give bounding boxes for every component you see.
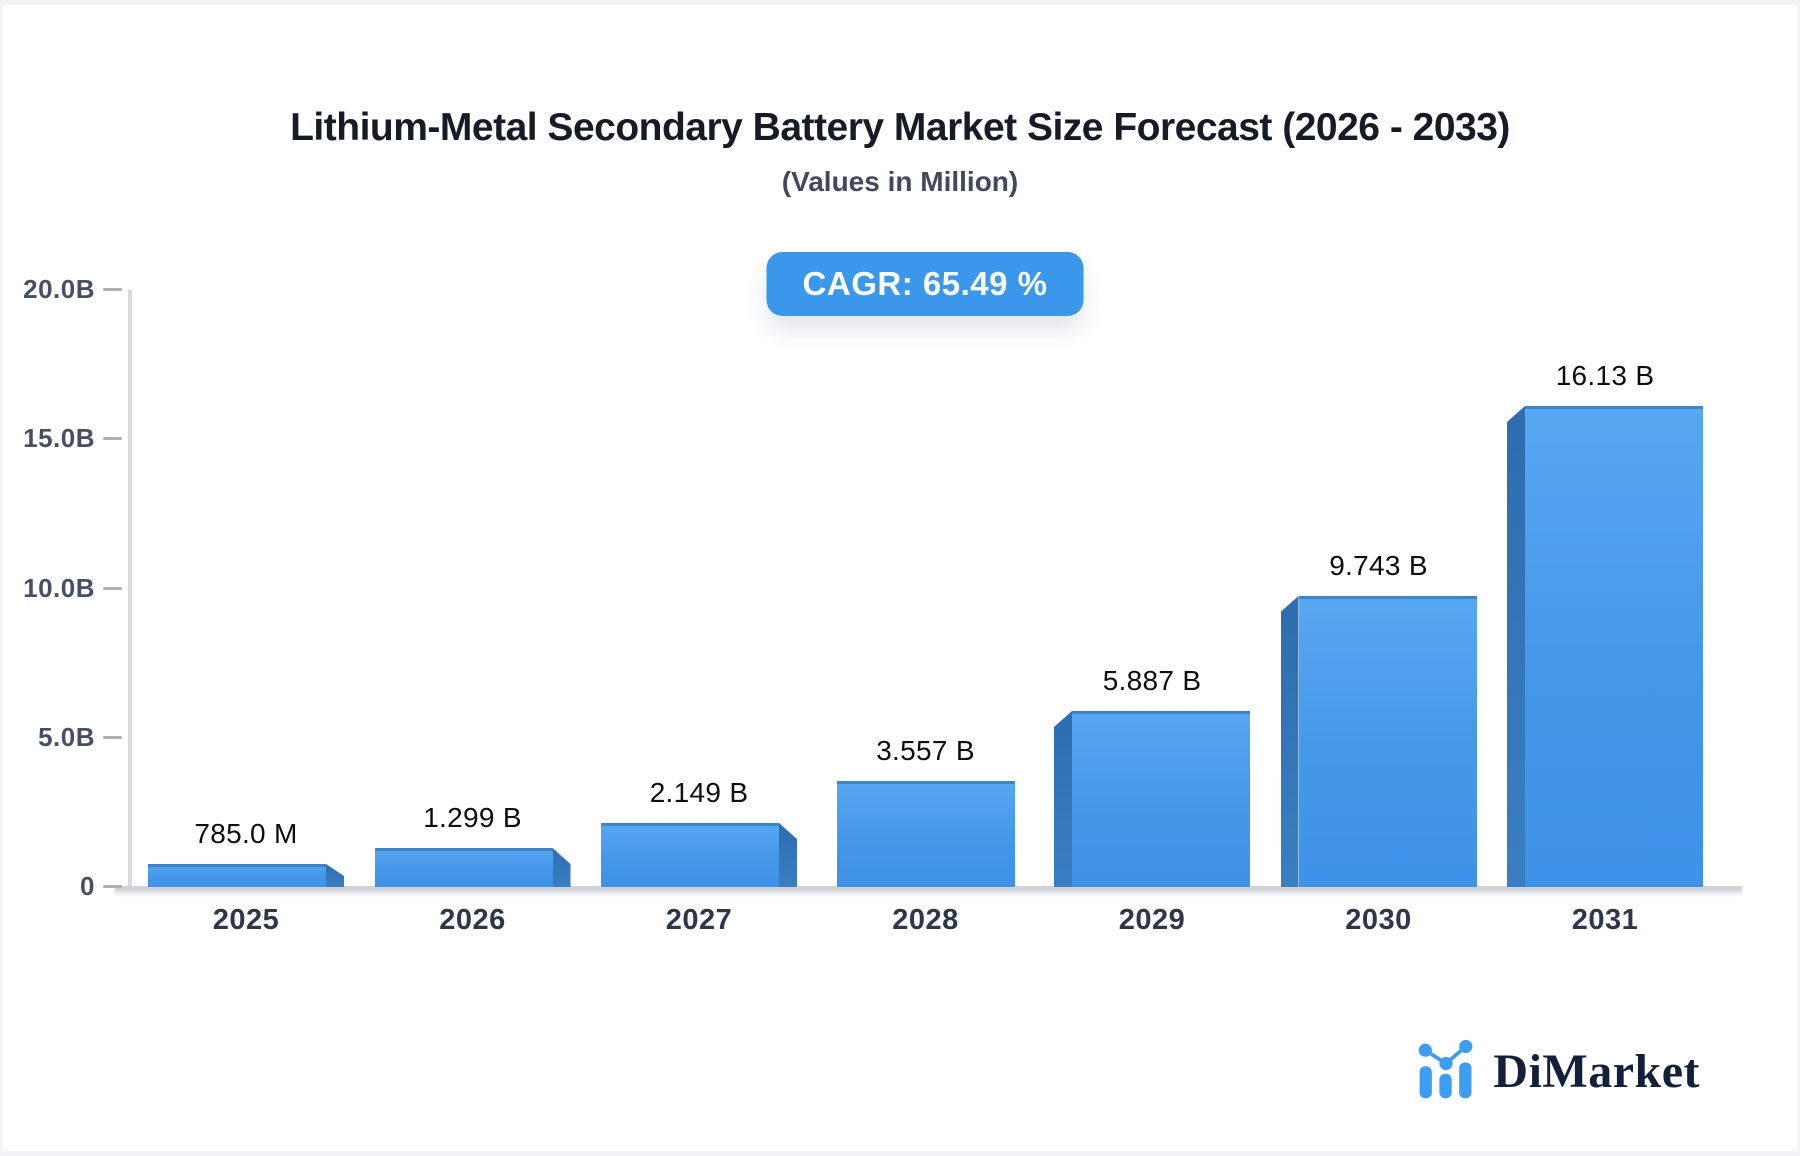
bar-2026-side-face xyxy=(552,848,571,887)
bar-2027-side-face xyxy=(779,823,797,887)
bar-value-label-2028: 3.557 B xyxy=(876,735,975,766)
cagr-badge: CAGR: 65.49 % xyxy=(766,252,1084,316)
y-tick-label: 10.0B xyxy=(23,572,95,603)
y-tick-dash xyxy=(103,288,122,291)
bar-2026 xyxy=(374,848,553,887)
y-tick-label: 20.0B xyxy=(23,274,95,304)
y-axis-line xyxy=(128,290,132,887)
bar-2030 xyxy=(1298,596,1477,887)
x-axis-label-2028: 2028 xyxy=(892,904,959,936)
bar-value-label-2030: 9.743 B xyxy=(1329,550,1428,581)
brand-logo: DiMarket xyxy=(1413,1038,1700,1104)
y-tick-dash xyxy=(103,885,122,888)
x-axis-label-2030: 2030 xyxy=(1345,904,1412,936)
chart-subtitle: (Values in Million) xyxy=(781,166,1019,197)
y-tick-label: 5.0B xyxy=(38,721,95,752)
x-axis-label-2031: 2031 xyxy=(1571,904,1639,936)
bar-2031-side-face xyxy=(1507,406,1525,887)
bar-2029 xyxy=(1072,711,1250,887)
bar-2025 xyxy=(148,864,326,887)
bar-2031 xyxy=(1525,406,1703,887)
x-axis-label-2029: 2029 xyxy=(1118,904,1186,936)
bar-2027 xyxy=(601,823,779,887)
bar-2030-side-face xyxy=(1280,596,1299,887)
y-tick-label: 0 xyxy=(80,871,95,901)
chart-title: Lithium-Metal Secondary Battery Market S… xyxy=(290,106,1510,149)
bar-chart-logo-icon xyxy=(1419,1039,1473,1099)
x-axis-label-2027: 2027 xyxy=(665,904,733,936)
bar-value-label-2025: 785.0 M xyxy=(194,818,298,849)
bar-value-label-2029: 5.887 B xyxy=(1102,665,1202,696)
y-tick-dash xyxy=(103,735,122,739)
y-tick-label: 15.0B xyxy=(23,423,95,454)
y-tick-dash xyxy=(103,586,122,590)
bar-value-label-2031: 16.13 B xyxy=(1555,360,1655,391)
bar-value-label-2027: 2.149 B xyxy=(649,777,749,808)
bar-2029-side-face xyxy=(1054,711,1072,887)
x-axis-label-2025: 2025 xyxy=(212,904,280,936)
bar-2028 xyxy=(836,781,1015,887)
x-axis-baseline xyxy=(115,886,1742,891)
bar-value-label-2026: 1.299 B xyxy=(423,802,522,833)
brand-name: DiMarket xyxy=(1493,1044,1700,1098)
bar-2025-side-face xyxy=(326,864,344,887)
x-axis-label-2026: 2026 xyxy=(439,904,506,936)
y-tick-dash xyxy=(103,437,122,441)
chart-card-background xyxy=(2,5,1798,1151)
